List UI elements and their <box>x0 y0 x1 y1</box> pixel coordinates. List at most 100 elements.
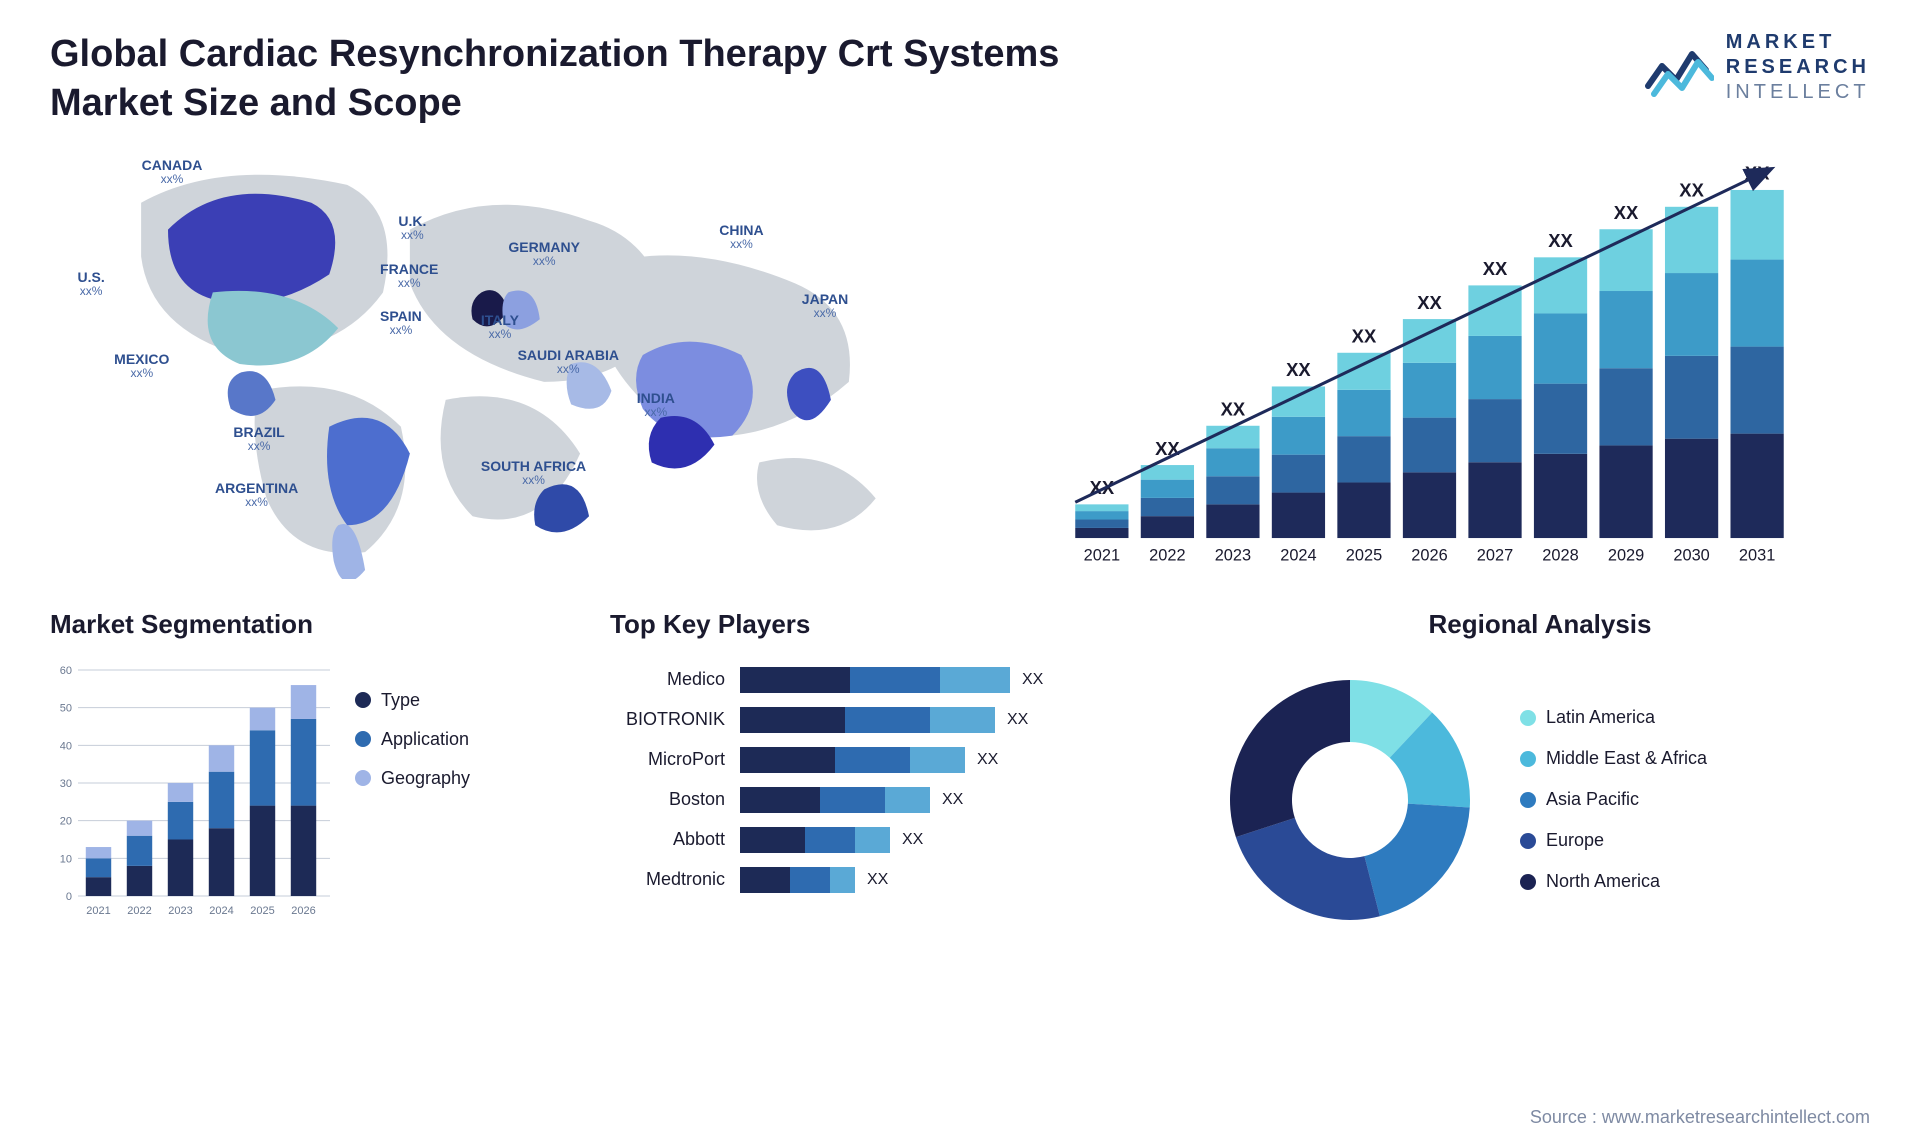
region-legend-europe: Europe <box>1520 830 1707 851</box>
map-label-india: INDIAxx% <box>637 390 675 420</box>
map-label-france: FRANCExx% <box>380 261 438 291</box>
player-row-boston: Boston XX <box>610 780 1170 820</box>
segmentation-title: Market Segmentation <box>50 609 570 640</box>
map-label-canada: CANADAxx% <box>142 157 203 187</box>
map-label-italy: ITALYxx% <box>481 312 519 342</box>
map-label-spain: SPAINxx% <box>380 308 422 338</box>
svg-text:30: 30 <box>60 778 72 790</box>
svg-text:2029: 2029 <box>1608 546 1644 564</box>
svg-text:2031: 2031 <box>1739 546 1775 564</box>
player-value: XX <box>942 791 963 809</box>
svg-text:XX: XX <box>1483 258 1508 279</box>
svg-text:50: 50 <box>60 702 72 714</box>
player-label: MicroPort <box>610 749 740 770</box>
svg-text:XX: XX <box>1548 230 1573 251</box>
player-bar <box>740 787 930 813</box>
svg-text:XX: XX <box>1352 325 1377 346</box>
svg-text:2026: 2026 <box>1411 546 1447 564</box>
map-label-brazil: BRAZILxx% <box>233 424 284 454</box>
seg-legend-geography: Geography <box>355 768 470 789</box>
regional-title: Regional Analysis <box>1210 609 1870 640</box>
map-label-saudi-arabia: SAUDI ARABIAxx% <box>518 347 619 377</box>
map-svg <box>50 149 967 579</box>
seg-legend-type: Type <box>355 690 470 711</box>
map-label-south-africa: SOUTH AFRICAxx% <box>481 458 586 488</box>
player-value: XX <box>902 831 923 849</box>
players-list: MedicoXXBIOTRONIKXXMicroPortXXBostonXXAb… <box>610 660 1170 900</box>
player-value: XX <box>977 751 998 769</box>
svg-text:20: 20 <box>60 815 72 827</box>
world-map: CANADAxx% U.S.xx% MEXICOxx% BRAZILxx% ARGENT… <box>50 149 967 579</box>
region-legend-latin-america: Latin America <box>1520 707 1707 728</box>
segmentation-chart: 0 10 20 30 40 50 60 2021 2022 2023 2024 2025 2026 <box>50 660 330 920</box>
svg-text:2030: 2030 <box>1673 546 1709 564</box>
svg-text:XX: XX <box>1614 202 1639 223</box>
regional-legend: Latin America Middle East & Africa Asia Pa… <box>1520 707 1707 892</box>
map-label-mexico: MEXICOxx% <box>114 351 169 381</box>
player-bar <box>740 747 965 773</box>
map-label-u-k-: U.K.xx% <box>398 213 426 243</box>
map-label-u-s-: U.S.xx% <box>78 269 105 299</box>
player-value: XX <box>867 871 888 889</box>
donut-svg <box>1210 660 1490 940</box>
logo-line1: MARKET <box>1726 30 1870 55</box>
svg-text:2024: 2024 <box>1280 546 1316 564</box>
map-label-china: CHINAxx% <box>719 222 763 252</box>
svg-text:2025: 2025 <box>250 905 274 917</box>
player-bar <box>740 867 855 893</box>
player-label: BIOTRONIK <box>610 709 740 730</box>
region-legend-middle-east-africa: Middle East & Africa <box>1520 748 1707 769</box>
page-title: Global Cardiac Resynchronization Therapy… <box>50 30 1150 129</box>
player-bar <box>740 827 890 853</box>
player-value: XX <box>1022 671 1043 689</box>
player-row-medico: Medico XX <box>610 660 1170 700</box>
brand-logo: MARKET RESEARCH INTELLECT <box>1644 30 1870 105</box>
logo-line3: INTELLECT <box>1726 80 1870 105</box>
svg-text:XX: XX <box>1417 292 1442 313</box>
player-label: Medtronic <box>610 869 740 890</box>
map-label-japan: JAPANxx% <box>802 291 848 321</box>
source-text: Source : www.marketresearchintellect.com <box>1530 1107 1870 1128</box>
svg-text:0: 0 <box>66 891 72 903</box>
segmentation-legend: Type Application Geography <box>355 660 470 920</box>
player-label: Abbott <box>610 829 740 850</box>
svg-text:2028: 2028 <box>1542 546 1578 564</box>
svg-text:2023: 2023 <box>168 905 192 917</box>
player-bar <box>740 667 1010 693</box>
logo-line2: RESEARCH <box>1726 55 1870 80</box>
region-legend-north-america: North America <box>1520 871 1707 892</box>
player-row-microport: MicroPort XX <box>610 740 1170 780</box>
svg-text:40: 40 <box>60 740 72 752</box>
player-bar <box>740 707 995 733</box>
map-label-germany: GERMANYxx% <box>508 239 580 269</box>
svg-text:XX: XX <box>1220 398 1245 419</box>
player-label: Medico <box>610 669 740 690</box>
svg-text:2027: 2027 <box>1477 546 1513 564</box>
svg-text:2022: 2022 <box>1149 546 1185 564</box>
players-title: Top Key Players <box>610 609 1170 640</box>
player-label: Boston <box>610 789 740 810</box>
region-legend-asia-pacific: Asia Pacific <box>1520 789 1707 810</box>
svg-text:10: 10 <box>60 853 72 865</box>
market-size-chart: 2021 XX 2022 XX 2023 XX 2024 XX 2025 XX 2026 XX 2027… <box>997 149 1870 579</box>
svg-text:2021: 2021 <box>1083 546 1119 564</box>
map-label-argentina: ARGENTINAxx% <box>215 480 298 510</box>
svg-text:2026: 2026 <box>291 905 315 917</box>
donut-chart <box>1210 660 1490 940</box>
svg-text:XX: XX <box>1679 179 1704 200</box>
svg-text:2022: 2022 <box>127 905 151 917</box>
svg-text:2023: 2023 <box>1215 546 1251 564</box>
player-row-abbott: Abbott XX <box>610 820 1170 860</box>
svg-text:2025: 2025 <box>1346 546 1382 564</box>
logo-icon <box>1644 36 1714 100</box>
seg-legend-application: Application <box>355 729 470 750</box>
svg-text:2024: 2024 <box>209 905 233 917</box>
svg-text:60: 60 <box>60 665 72 677</box>
svg-text:2021: 2021 <box>86 905 110 917</box>
svg-text:XX: XX <box>1286 359 1311 380</box>
bar-chart-svg: 2021 XX 2022 XX 2023 XX 2024 XX 2025 XX 2026 XX 2027… <box>997 149 1870 579</box>
segmentation-svg: 0 10 20 30 40 50 60 2021 2022 2023 2024 2025 2026 <box>50 660 330 920</box>
svg-text:XX: XX <box>1155 438 1180 459</box>
player-row-biotronik: BIOTRONIK XX <box>610 700 1170 740</box>
player-value: XX <box>1007 711 1028 729</box>
